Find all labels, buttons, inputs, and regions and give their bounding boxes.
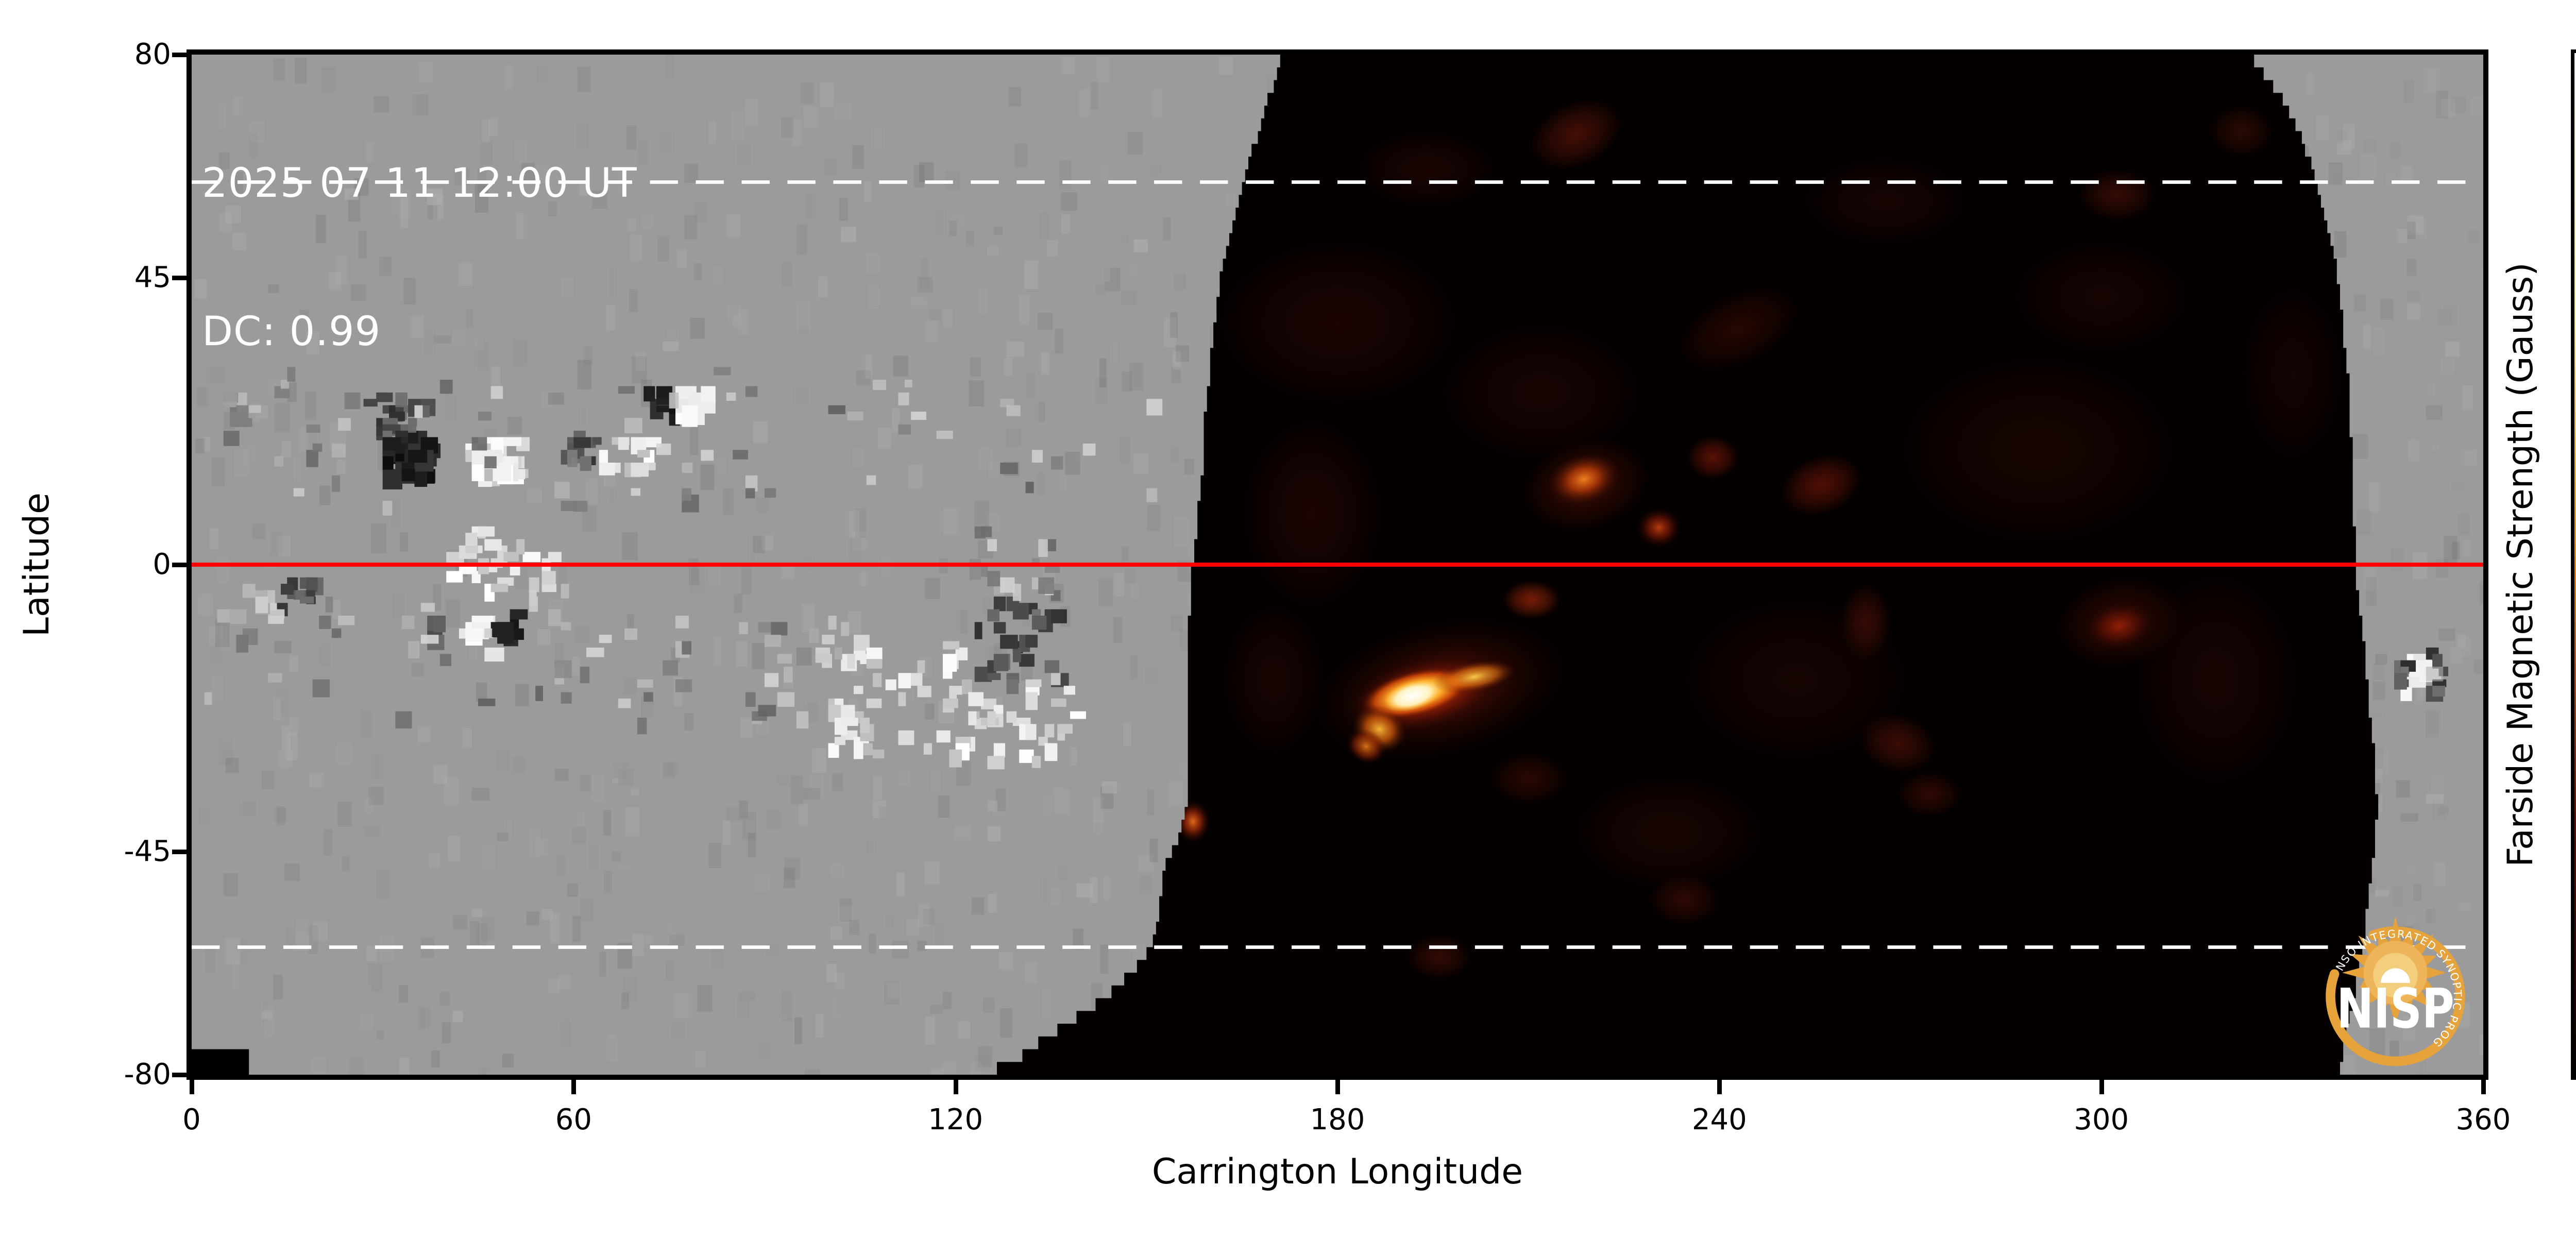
x-tick-label: 360 <box>2455 1103 2511 1137</box>
farside-blob <box>1216 239 1459 405</box>
x-axis-title: Carrington Longitude <box>1151 1151 1523 1192</box>
farside-blob <box>1223 603 1325 756</box>
x-tick-mark <box>190 1080 194 1094</box>
farside-blob <box>1439 322 1643 463</box>
farside-features <box>1175 99 2344 979</box>
y-axis-title: Latitude <box>16 493 57 637</box>
x-tick-label: 120 <box>928 1103 984 1137</box>
farside-blob <box>2012 239 2191 354</box>
farside-blob <box>1860 714 1936 773</box>
x-tick-mark <box>2099 1080 2104 1094</box>
x-tick-label: 300 <box>2074 1103 2129 1137</box>
farside-blob <box>2241 284 2344 463</box>
x-tick-label: 60 <box>555 1103 592 1137</box>
farside-colorbar-title: Farside Magnetic Strength (Gauss) <box>2500 262 2541 867</box>
farside-blob <box>1840 584 1891 660</box>
y-tick-label: 80 <box>134 38 171 71</box>
x-tick-mark <box>1717 1080 1722 1094</box>
x-tick-label: 0 <box>182 1103 201 1137</box>
y-tick-label: 45 <box>134 261 171 295</box>
farside-blob <box>1407 934 1471 979</box>
y-tick-mark <box>172 563 187 567</box>
x-tick-mark <box>953 1080 958 1094</box>
farside-blob <box>2209 106 2274 157</box>
logo-wordmark: NISP <box>2336 977 2454 1041</box>
farside-blob <box>1897 354 2178 546</box>
duty-cycle-label: DC: 0.99 <box>202 309 381 355</box>
x-tick-mark <box>1335 1080 1340 1094</box>
farside-blob <box>2082 600 2156 652</box>
y-tick-mark <box>172 849 187 854</box>
x-tick-mark <box>571 1080 577 1094</box>
farside-blob <box>1546 451 1622 507</box>
farside-blob <box>1357 131 1497 208</box>
farside-blob <box>1346 728 1386 764</box>
date-label: 2025 07 11 12:00 UT <box>202 160 637 207</box>
y-tick-mark <box>172 53 187 57</box>
farside-blob <box>1242 418 1382 609</box>
farside-blob <box>1503 580 1561 619</box>
farside-blob <box>1679 287 1799 370</box>
farside-blob <box>1781 454 1861 516</box>
y-tick-mark <box>172 1073 187 1077</box>
y-tick-label: -45 <box>124 834 171 868</box>
x-tick-label: 180 <box>1310 1103 1365 1137</box>
y-tick-label: 0 <box>152 548 171 581</box>
farside-blob <box>1802 157 1968 246</box>
farside-blob <box>2079 169 2156 221</box>
sun-core-icon <box>2381 968 2410 983</box>
farside-blob <box>1897 772 1961 817</box>
farside-blob <box>1531 99 1622 170</box>
x-tick-label: 240 <box>1691 1103 1747 1137</box>
farside-blob <box>1687 436 1739 480</box>
farside-blob <box>1384 680 1441 712</box>
farside-blob <box>1433 660 1516 694</box>
x-tick-mark <box>2481 1080 2486 1094</box>
farside-blob <box>1573 775 1764 890</box>
farside-blob <box>1636 507 1682 548</box>
frontside-data-gap <box>192 1049 249 1075</box>
y-tick-mark <box>172 276 187 281</box>
y-tick-label: -80 <box>124 1058 171 1091</box>
farside-colorbar <box>2571 49 2576 1080</box>
map-annotation: 2025 07 11 12:00 UT DC: 0.99 <box>202 60 637 455</box>
active-region-speckles <box>204 188 2483 1060</box>
farside-blob <box>1490 753 1567 804</box>
farside-blob <box>1649 874 1720 925</box>
